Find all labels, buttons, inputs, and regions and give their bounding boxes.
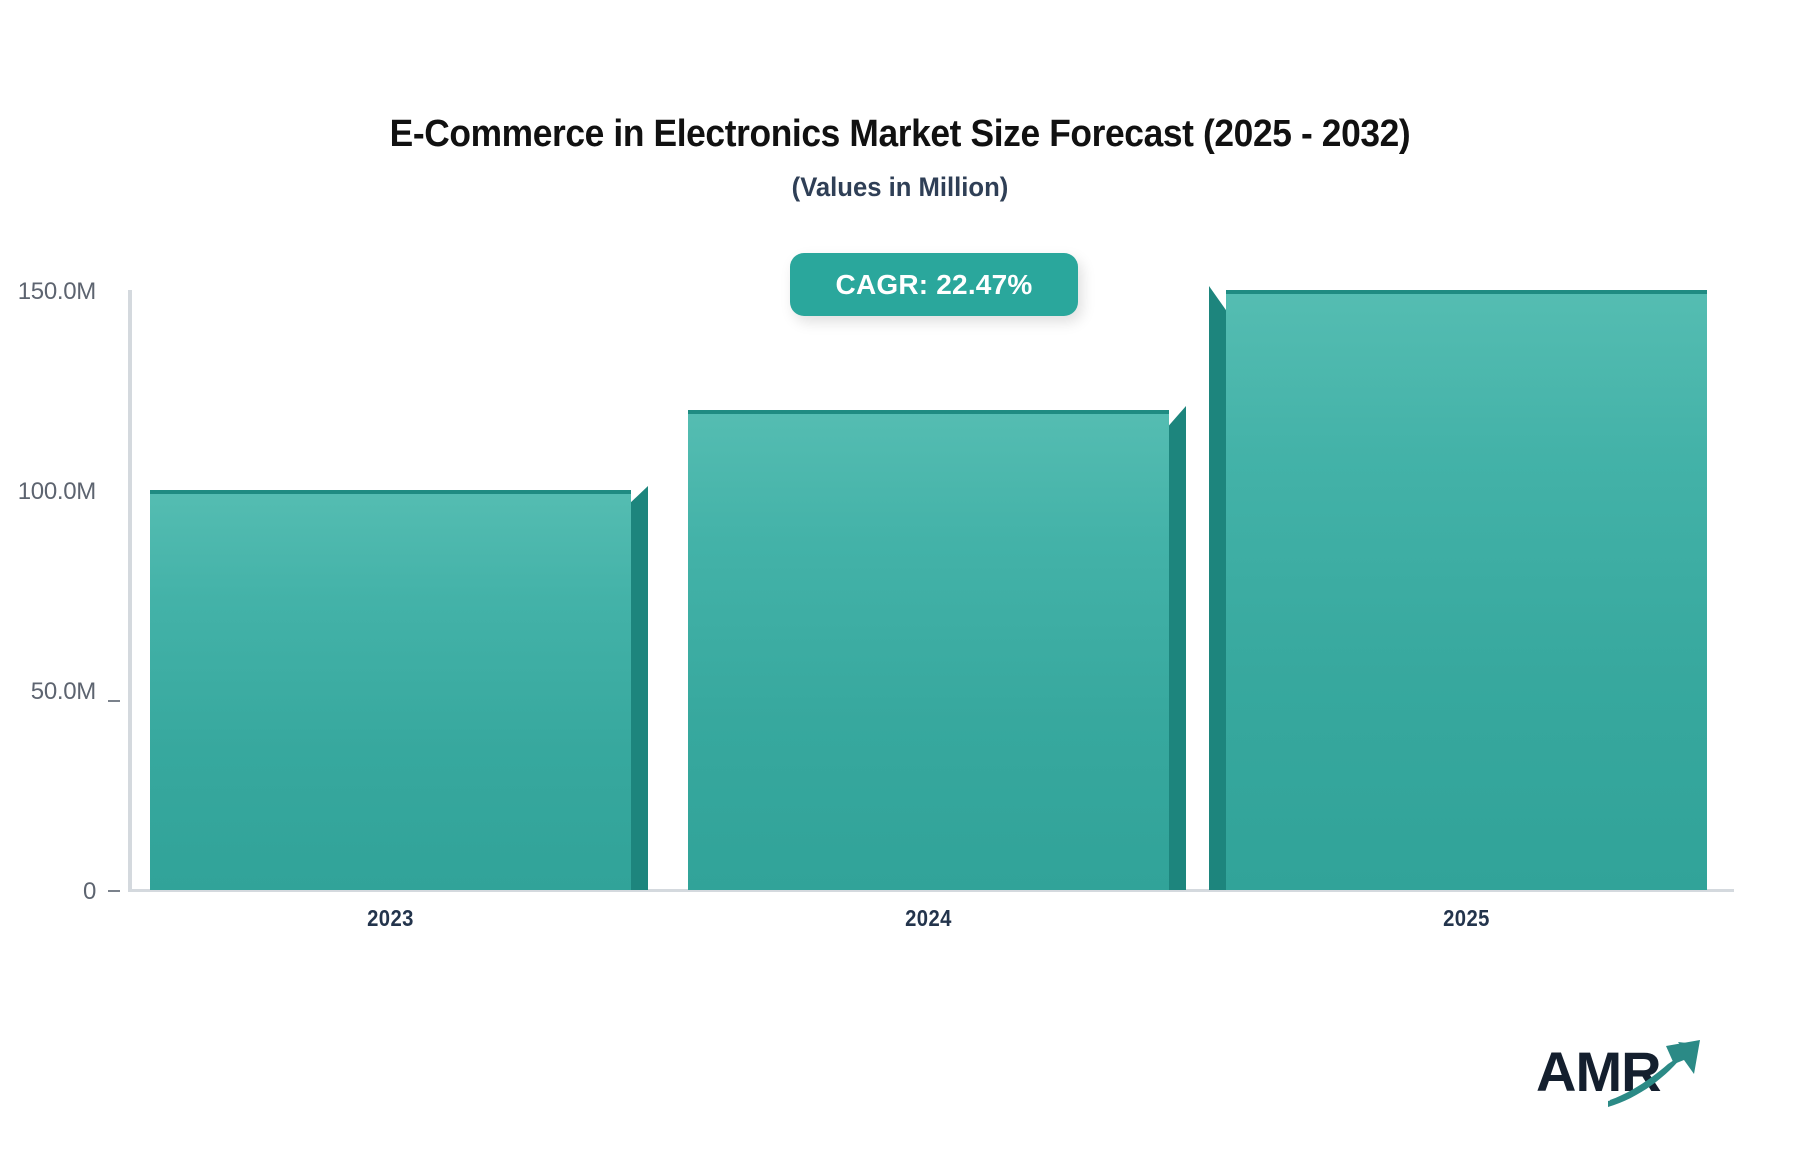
y-tick-label-50: 50.0M	[30, 678, 97, 705]
cagr-badge-label: CAGR: 22.47%	[835, 268, 1033, 300]
bar-side-edge-2023	[631, 486, 648, 890]
bar-face-2024[interactable]	[688, 410, 1169, 890]
y-tick-label-150: 150.0M	[17, 278, 97, 305]
bar-group-2024[interactable]: 120.0 M	[688, 290, 1186, 890]
bar-top-edge-2025	[1226, 290, 1707, 294]
y-tick-label-0: 0	[82, 878, 96, 905]
x-tick-label-2024: 2024	[905, 905, 952, 931]
x-axis-line	[128, 889, 1734, 892]
bar-top-edge-2024	[688, 410, 1169, 414]
x-tick-label-2025: 2025	[1443, 905, 1490, 931]
chart-subtitle: (Values in Million)	[791, 172, 1009, 202]
y-axis-line	[128, 290, 132, 890]
y-tick-dash-0	[108, 890, 120, 892]
chart-title: E-Commerce in Electronics Market Size Fo…	[389, 113, 1411, 155]
growth-arrow-icon	[1608, 1040, 1700, 1107]
amr-logo: AMR	[1536, 1040, 1726, 1118]
bar-top-edge-2023	[150, 490, 631, 494]
bar-group-2023[interactable]: 100.0 M	[150, 290, 648, 890]
x-tick-label-2023: 2023	[367, 905, 414, 931]
bar-side-edge-2024	[1169, 406, 1186, 890]
bar-face-2025[interactable]	[1226, 290, 1707, 890]
bar-face-2023[interactable]	[150, 490, 631, 890]
y-tick-label-100: 100.0M	[17, 478, 97, 505]
bar-group-2025[interactable]: 150.0 M	[1209, 286, 1707, 890]
bar-side-edge-2025	[1209, 286, 1226, 890]
cagr-badge: CAGR: 22.47%	[790, 253, 1078, 316]
plot-area: 100.0 M 120.0 M 150.0 M	[128, 286, 1730, 890]
y-axis-ticks: 150.0M 100.0M 50.0M 0	[0, 0, 97, 1156]
y-tick-dash-50	[108, 700, 120, 702]
